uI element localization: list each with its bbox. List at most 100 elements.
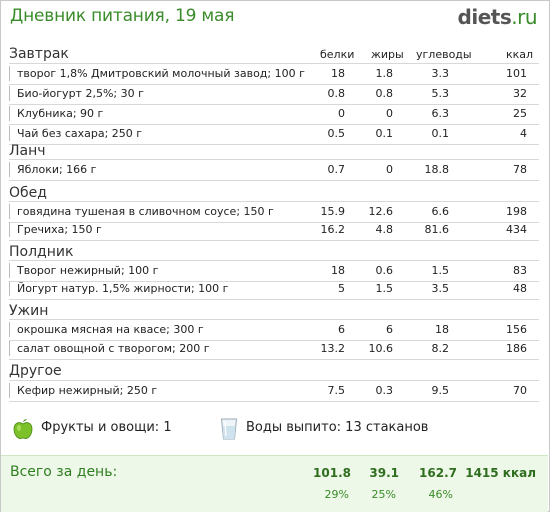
table-row: Кефир нежирный; 250 г 7.5 0.3 9.5 70 [9,381,539,402]
fat-value: 0.6 [375,264,394,277]
fat-percent: 25% [371,488,396,501]
row-marker [9,263,10,278]
kcal-value: 434 [506,223,527,236]
protein-value: 5 [338,282,345,295]
table-row: творог 1,8% Дмитровский молочный завод; … [9,64,539,85]
water-glasses-count: Воды выпито: 13 стаканов [246,420,429,435]
glass-of-water-icon [220,418,238,440]
daily-total-label: Всего за день: [10,464,118,480]
column-protein: белки [320,48,355,61]
protein-value: 15.9 [320,205,346,218]
kcal-value: 198 [506,205,527,218]
food-name: салат овощной с творогом; 200 г [17,342,210,355]
meal-dinner-title: Обед [9,185,47,201]
fat-value: 1.5 [375,282,394,295]
kcal-value: 101 [506,67,527,80]
kcal-value: 70 [513,384,527,397]
column-carbs: углеводы [416,48,472,61]
protein-value: 18 [331,67,345,80]
table-row: Био-йогурт 2,5%; 30 г 0.8 0.8 5.3 32 [9,84,539,105]
site-logo[interactable]: diets.ru [457,5,538,29]
carbs-value: 8.2 [431,342,450,355]
row-marker [9,322,10,337]
row-marker [9,86,10,101]
column-kcal: ккал [506,48,534,61]
total-protein: 101.8 [313,466,351,480]
divider [9,201,539,202]
table-row: Чай без сахара; 250 г 0.5 0.1 0.1 4 [9,124,539,145]
carbs-value: 9.5 [431,384,450,397]
meal-breakfast-title: Завтрак [9,46,69,62]
carbs-value: 3.3 [431,67,450,80]
table-row: Клубника; 90 г 0 0 6.3 25 [9,104,539,125]
diary-header: Дневник питания, 19 мая diets.ru [1,1,549,37]
kcal-value: 186 [506,342,527,355]
food-name: окрошка мясная на квасе; 300 г [17,323,204,336]
protein-percent: 29% [324,488,349,501]
meal-other-title: Другое [9,363,62,379]
table-row: салат овощной с творогом; 200 г 13.2 10.6 8… [9,339,539,360]
row-marker [9,383,10,398]
carbs-value: 6.6 [431,205,450,218]
food-name: Кефир нежирный; 250 г [17,384,158,397]
page-title: Дневник питания, 19 мая [10,6,235,26]
meal-lunch-title: Ланч [9,143,46,159]
divider [9,63,539,64]
row-marker [9,222,10,237]
table-row: Гречиха; 150 г 16.2 4.8 81.6 434 [9,220,539,241]
divider [9,380,539,381]
table-row: Творог нежирный; 100 г 18 0.6 1.5 83 [9,261,539,282]
row-marker [9,106,10,121]
food-name: Йогурт натур. 1,5% жирности; 100 г [17,282,229,295]
carbs-value: 0.1 [431,127,450,140]
kcal-value: 83 [513,264,527,277]
kcal-value: 156 [506,323,527,336]
row-marker [9,162,10,177]
table-row: окрошка мясная на квасе; 300 г 6 6 18 156 [9,320,539,341]
protein-value: 6 [338,323,345,336]
row-marker [9,341,10,356]
food-name: Гречиха; 150 г [17,223,102,236]
fruits-veggies-count: Фрукты и овощи: 1 [41,420,172,435]
row-marker [9,204,10,219]
green-apple-icon [13,419,33,439]
carbs-value: 18.8 [424,163,450,176]
table-row: Йогурт натур. 1,5% жирности; 100 г 5 1.5 3.… [9,279,539,300]
fat-value: 10.6 [368,342,394,355]
kcal-value: 32 [513,87,527,100]
meal-supper-title: Ужин [9,303,49,319]
carbs-percent: 46% [428,488,453,501]
total-fat: 39.1 [369,466,399,480]
fat-value: 6 [386,323,393,336]
table-row: Яблоки; 166 г 0.7 0 18.8 78 [9,160,539,181]
row-marker [9,66,10,81]
table-row: говядина тушеная в сливочном соусе; 150 … [9,202,539,223]
carbs-value: 3.5 [431,282,450,295]
kcal-value: 4 [520,127,527,140]
column-fat: жиры [371,48,404,61]
fat-value: 0 [386,107,393,120]
fat-value: 4.8 [375,223,394,236]
divider [9,260,539,261]
kcal-value: 78 [513,163,527,176]
food-name: творог 1,8% Дмитровский молочный завод; … [17,67,305,80]
protein-value: 7.5 [327,384,346,397]
protein-value: 0.8 [327,87,346,100]
row-marker [9,126,10,141]
carbs-value: 81.6 [424,223,450,236]
divider [9,159,539,160]
food-name: Био-йогурт 2,5%; 30 г [17,87,144,100]
food-name: Яблоки; 166 г [17,163,97,176]
fat-value: 0.8 [375,87,394,100]
carbs-value: 6.3 [431,107,450,120]
protein-value: 13.2 [320,342,346,355]
logo-tld: .ru [511,5,537,29]
logo-main: diets [457,5,512,29]
food-name: Чай без сахара; 250 г [17,127,143,140]
total-kcal: 1415 ккал [465,466,536,480]
kcal-value: 25 [513,107,527,120]
protein-value: 0.5 [327,127,346,140]
food-name: Клубника; 90 г [17,107,104,120]
protein-value: 0 [338,107,345,120]
